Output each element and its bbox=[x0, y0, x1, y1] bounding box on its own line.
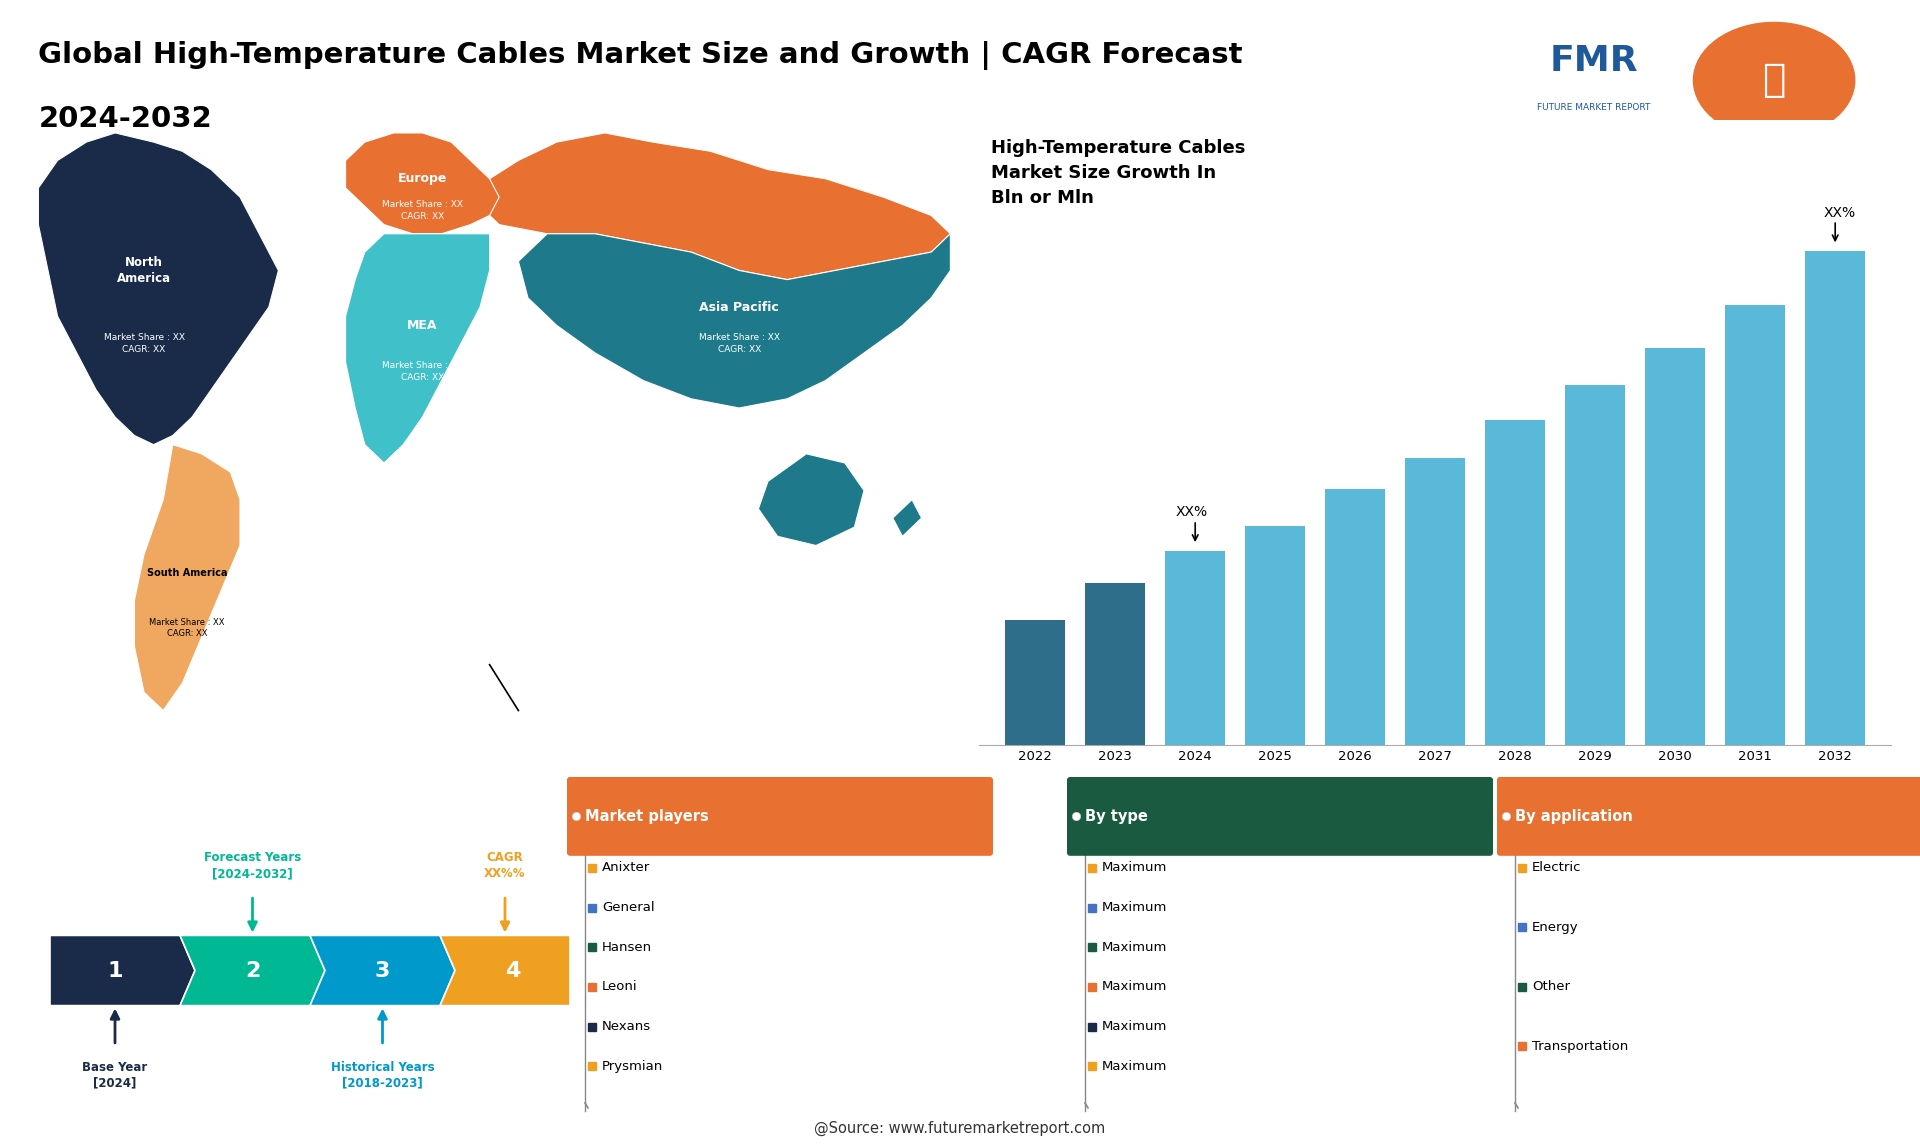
Text: Market Share : XX
CAGR: XX: Market Share : XX CAGR: XX bbox=[104, 333, 184, 354]
Bar bbox=[1246, 526, 1306, 745]
Text: Europe: Europe bbox=[397, 172, 447, 186]
Text: Energy: Energy bbox=[1532, 921, 1578, 934]
Text: FUTURE MARKET REPORT: FUTURE MARKET REPORT bbox=[1536, 103, 1651, 112]
Polygon shape bbox=[38, 133, 278, 445]
FancyBboxPatch shape bbox=[566, 777, 993, 856]
Text: North
America: North America bbox=[117, 256, 171, 285]
Polygon shape bbox=[518, 234, 950, 408]
Bar bbox=[1565, 385, 1624, 745]
Bar bbox=[1405, 457, 1465, 745]
Text: Maximum: Maximum bbox=[1102, 1020, 1167, 1033]
Bar bbox=[1805, 251, 1864, 745]
Text: Maximum: Maximum bbox=[1102, 980, 1167, 994]
Text: Maximum: Maximum bbox=[1102, 862, 1167, 874]
Text: 2: 2 bbox=[246, 960, 261, 981]
Polygon shape bbox=[758, 454, 864, 545]
Text: 4: 4 bbox=[505, 960, 520, 981]
Text: FMR: FMR bbox=[1549, 44, 1638, 78]
Text: Asia Pacific: Asia Pacific bbox=[699, 300, 780, 314]
Text: XX%: XX% bbox=[1824, 205, 1855, 220]
Polygon shape bbox=[490, 133, 950, 280]
Text: Hansen: Hansen bbox=[603, 941, 653, 953]
Text: Anixter: Anixter bbox=[603, 862, 651, 874]
Text: 2024-2032: 2024-2032 bbox=[38, 104, 211, 133]
Polygon shape bbox=[440, 935, 570, 1006]
Text: Other: Other bbox=[1532, 980, 1571, 994]
Text: South America: South America bbox=[148, 568, 227, 578]
Text: Global High-Temperature Cables Market Size and Growth | CAGR Forecast: Global High-Temperature Cables Market Si… bbox=[38, 41, 1242, 70]
Text: Market Share : XX
CAGR: XX: Market Share : XX CAGR: XX bbox=[382, 201, 463, 221]
Polygon shape bbox=[134, 445, 240, 711]
Polygon shape bbox=[180, 935, 324, 1006]
Text: Transportation: Transportation bbox=[1532, 1039, 1628, 1053]
Bar bbox=[1726, 305, 1786, 745]
Text: High-Temperature Cables
Market Size Growth In
Bln or Mln: High-Temperature Cables Market Size Grow… bbox=[991, 139, 1246, 207]
Text: Electric: Electric bbox=[1532, 862, 1582, 874]
Circle shape bbox=[1693, 23, 1855, 138]
Text: Leoni: Leoni bbox=[603, 980, 637, 994]
Text: XX%: XX% bbox=[1175, 505, 1208, 519]
Text: Forecast Years
[2024-2032]: Forecast Years [2024-2032] bbox=[204, 851, 301, 880]
Bar bbox=[1165, 551, 1225, 745]
Bar bbox=[1085, 582, 1144, 745]
Text: Market Share : XX
CAGR: XX: Market Share : XX CAGR: XX bbox=[382, 361, 463, 382]
Polygon shape bbox=[893, 500, 922, 536]
Text: By application: By application bbox=[1515, 809, 1632, 824]
FancyBboxPatch shape bbox=[1068, 777, 1494, 856]
Text: Maximum: Maximum bbox=[1102, 941, 1167, 953]
Text: By type: By type bbox=[1085, 809, 1148, 824]
Text: ⦿: ⦿ bbox=[1763, 61, 1786, 100]
Text: Historical Years
[2018-2023]: Historical Years [2018-2023] bbox=[330, 1061, 434, 1090]
Text: 3: 3 bbox=[374, 960, 390, 981]
Polygon shape bbox=[346, 234, 490, 463]
Bar bbox=[1486, 421, 1546, 745]
Polygon shape bbox=[309, 935, 455, 1006]
Text: 1: 1 bbox=[108, 960, 123, 981]
Text: Market players: Market players bbox=[586, 809, 708, 824]
Bar bbox=[1325, 489, 1384, 745]
Bar bbox=[1645, 347, 1705, 745]
Polygon shape bbox=[346, 133, 499, 234]
Polygon shape bbox=[50, 935, 196, 1006]
Text: @Source: www.futuremarketreport.com: @Source: www.futuremarketreport.com bbox=[814, 1121, 1106, 1136]
Text: Prysmian: Prysmian bbox=[603, 1060, 662, 1073]
Text: MEA: MEA bbox=[407, 319, 438, 332]
Text: General: General bbox=[603, 901, 655, 915]
Text: Maximum: Maximum bbox=[1102, 901, 1167, 915]
Text: Maximum: Maximum bbox=[1102, 1060, 1167, 1073]
Text: Market Share : XX
CAGR: XX: Market Share : XX CAGR: XX bbox=[699, 333, 780, 354]
Text: CAGR
XX%%: CAGR XX%% bbox=[484, 851, 526, 880]
Text: Market Share : XX
CAGR: XX: Market Share : XX CAGR: XX bbox=[150, 618, 225, 638]
FancyBboxPatch shape bbox=[1498, 777, 1920, 856]
Text: Base Year
[2024]: Base Year [2024] bbox=[83, 1061, 148, 1090]
Text: Nexans: Nexans bbox=[603, 1020, 651, 1033]
Bar bbox=[1006, 620, 1066, 745]
